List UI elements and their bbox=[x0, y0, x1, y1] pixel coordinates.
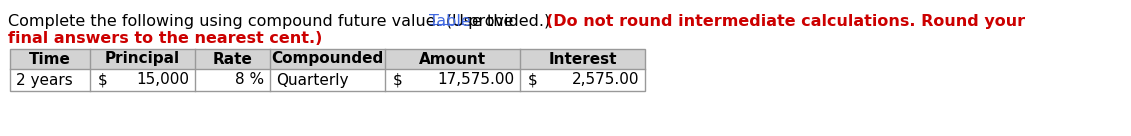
Text: 8 %: 8 % bbox=[235, 72, 264, 87]
Text: final answers to the nearest cent.): final answers to the nearest cent.) bbox=[8, 31, 322, 46]
Text: provided.): provided.) bbox=[464, 14, 555, 29]
Text: 17,575.00: 17,575.00 bbox=[437, 72, 513, 87]
Text: 2,575.00: 2,575.00 bbox=[571, 72, 639, 87]
Text: $: $ bbox=[98, 72, 107, 87]
Text: Compounded: Compounded bbox=[271, 52, 383, 67]
Text: $: $ bbox=[392, 72, 403, 87]
Text: Interest: Interest bbox=[549, 52, 616, 67]
Text: Rate: Rate bbox=[213, 52, 252, 67]
Text: (Do not round intermediate calculations. Round your: (Do not round intermediate calculations.… bbox=[546, 14, 1026, 29]
Text: Time: Time bbox=[29, 52, 71, 67]
Bar bbox=[10, 49, 645, 69]
Text: Complete the following using compound future value. (Use the: Complete the following using compound fu… bbox=[8, 14, 518, 29]
Text: $: $ bbox=[528, 72, 537, 87]
Text: Table: Table bbox=[429, 14, 470, 29]
Text: Amount: Amount bbox=[418, 52, 486, 67]
Bar bbox=[10, 49, 645, 91]
Text: Quarterly: Quarterly bbox=[276, 72, 348, 87]
Text: Principal: Principal bbox=[105, 52, 180, 67]
Text: 2 years: 2 years bbox=[16, 72, 72, 87]
Text: 15,000: 15,000 bbox=[136, 72, 189, 87]
